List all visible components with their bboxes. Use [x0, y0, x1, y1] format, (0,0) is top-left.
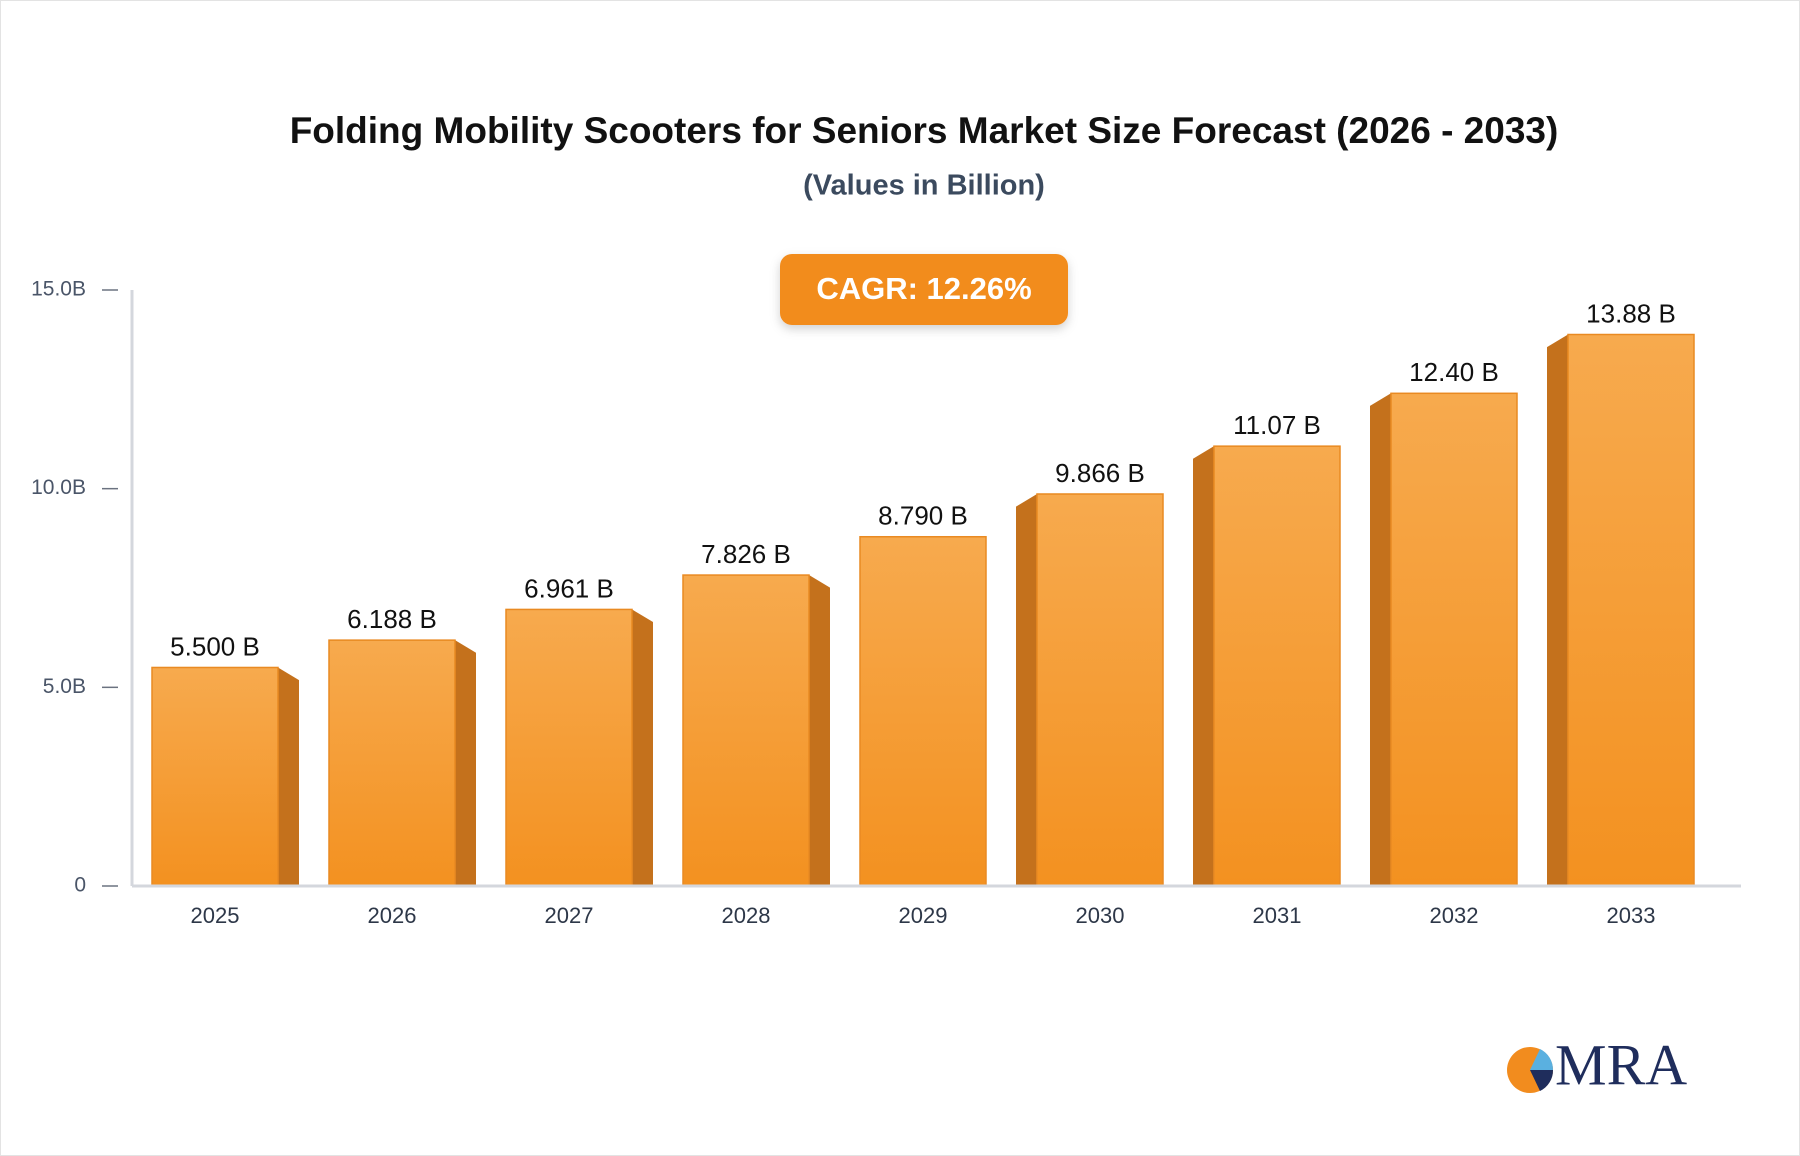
logo: MRA	[1507, 1032, 1687, 1097]
y-tick-label: 0	[74, 874, 86, 897]
chart-subtitle: (Values in Billion)	[803, 170, 1045, 202]
value-label: 13.88 B	[1586, 298, 1676, 328]
value-label: 9.866 B	[1055, 458, 1145, 488]
y-tick-label: 5.0B	[43, 675, 86, 698]
bar	[1567, 333, 1695, 887]
bar	[682, 574, 810, 887]
x-tick-label: 2030	[1076, 903, 1125, 928]
value-label: 11.07 B	[1233, 410, 1321, 440]
value-label: 5.500 B	[170, 631, 260, 661]
cagr-box	[780, 254, 1068, 325]
cagr-label: CAGR: 12.26%	[816, 271, 1031, 306]
bar-side	[1547, 334, 1568, 886]
x-tick-label: 2031	[1253, 903, 1302, 928]
bar-side	[809, 575, 830, 886]
x-tick-label: 2027	[545, 903, 594, 928]
bar	[1036, 493, 1164, 887]
x-tick-label: 2025	[191, 903, 240, 928]
bar	[505, 608, 633, 887]
bar-side	[632, 609, 653, 886]
x-tick-label: 2033	[1607, 903, 1656, 928]
cagr-badge: CAGR: 12.26%	[780, 254, 1068, 325]
value-label: 7.826 B	[701, 539, 791, 569]
value-label: 8.790 B	[878, 501, 968, 531]
bar	[1213, 445, 1341, 887]
bar-side	[1193, 446, 1214, 886]
logo-slice	[1530, 1070, 1554, 1091]
y-tick-label: 15.0B	[31, 278, 86, 301]
x-tick-label: 2028	[722, 903, 771, 928]
bar-side	[455, 640, 476, 886]
value-label: 12.40 B	[1409, 357, 1499, 387]
bar-side	[1370, 393, 1391, 886]
bar	[328, 639, 456, 887]
bar-side	[1016, 493, 1037, 886]
value-label: 6.961 B	[524, 573, 614, 603]
value-label: 6.188 B	[347, 604, 437, 634]
bar-side	[278, 667, 299, 886]
logo-slice	[1530, 1049, 1554, 1070]
y-tick-label: 10.0B	[31, 476, 86, 499]
x-tick-label: 2032	[1430, 903, 1479, 928]
bar	[1390, 392, 1518, 887]
bar	[151, 666, 279, 887]
x-tick-label: 2026	[368, 903, 417, 928]
bar	[859, 535, 987, 887]
x-tick-label: 2029	[899, 903, 948, 928]
logo-text: MRA	[1555, 1032, 1687, 1097]
chart-title: Folding Mobility Scooters for Seniors Ma…	[290, 110, 1559, 151]
